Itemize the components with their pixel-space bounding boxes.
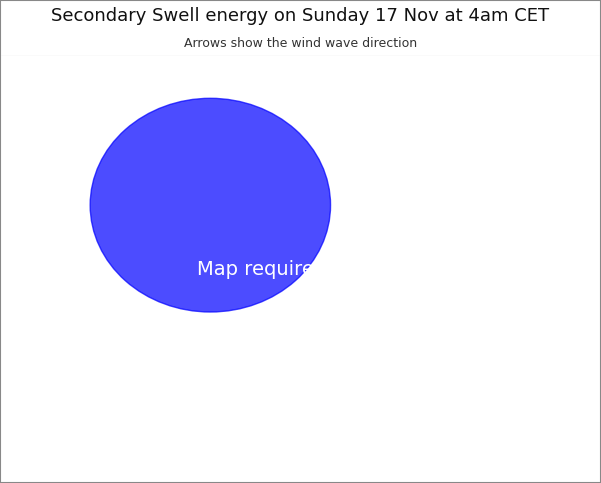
Text: Arrows show the wind wave direction: Arrows show the wind wave direction (184, 37, 417, 50)
Text: Map requires cartopy: Map requires cartopy (197, 260, 404, 279)
Ellipse shape (90, 99, 331, 312)
Text: Secondary Swell energy on Sunday 17 Nov at 4am CET: Secondary Swell energy on Sunday 17 Nov … (52, 7, 549, 25)
